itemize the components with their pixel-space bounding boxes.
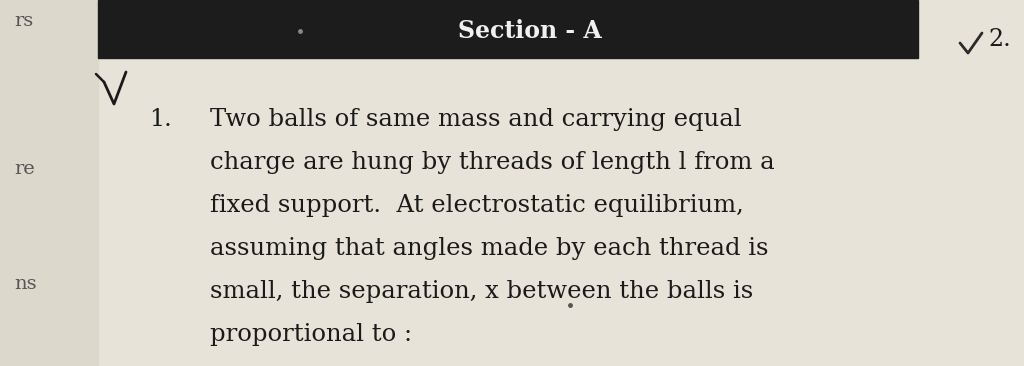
- Text: 2.: 2.: [988, 27, 1011, 51]
- Text: small, the separation, x between the balls is: small, the separation, x between the bal…: [210, 280, 754, 303]
- Text: re: re: [14, 160, 35, 178]
- Bar: [98, 0, 918, 58]
- Bar: [0, 0, 98, 366]
- Text: charge are hung by threads of length l from a: charge are hung by threads of length l f…: [210, 151, 774, 174]
- Text: rs: rs: [14, 12, 33, 30]
- Text: Two balls of same mass and carrying equal: Two balls of same mass and carrying equa…: [210, 108, 741, 131]
- Text: proportional to :: proportional to :: [210, 323, 412, 346]
- Text: 1.: 1.: [148, 108, 171, 131]
- Text: fixed support.  At electrostatic equilibrium,: fixed support. At electrostatic equilibr…: [210, 194, 743, 217]
- Text: Section - A: Section - A: [458, 19, 602, 43]
- Text: assuming that angles made by each thread is: assuming that angles made by each thread…: [210, 237, 768, 260]
- Text: ns: ns: [14, 275, 37, 293]
